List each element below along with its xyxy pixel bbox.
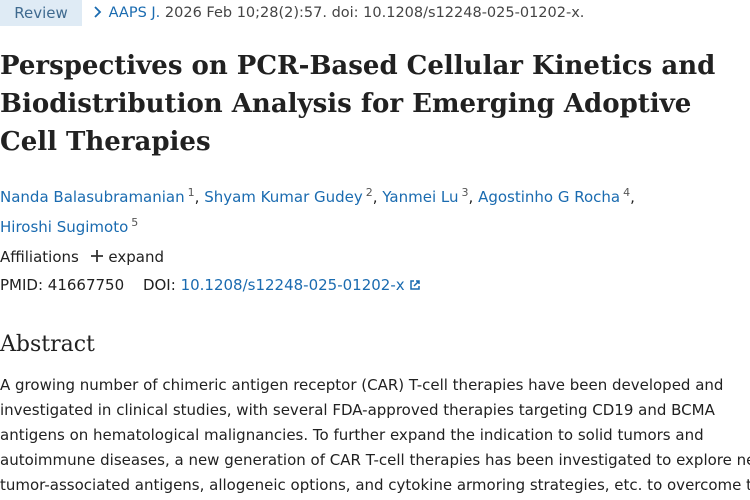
affiliation-number[interactable]: 4 xyxy=(623,186,631,199)
abstract-line: antigens on hematological malignancies. … xyxy=(0,426,704,444)
author-name[interactable]: Agostinho G Rocha xyxy=(478,188,621,206)
citation: AAPS J. 2026 Feb 10;28(2):57. doi: 10.12… xyxy=(92,0,584,26)
doi-link[interactable]: 10.1208/s12248-025-01202-x xyxy=(180,276,405,294)
journal-link[interactable]: AAPS J. xyxy=(108,5,161,21)
expand-label: expand xyxy=(108,248,164,266)
affiliation-number[interactable]: 1 xyxy=(187,186,195,199)
abstract-line: tumor-associated antigens, allogeneic op… xyxy=(0,476,750,494)
article-title: Perspectives on PCR-Based Cellular Kinet… xyxy=(0,51,716,157)
author-list: Nanda Balasubramanian 1, Shyam Kumar Gude… xyxy=(0,180,700,240)
article-type-badge: Review xyxy=(0,0,82,26)
doi-label: DOI: xyxy=(142,276,176,294)
expand-toggle[interactable]: expand xyxy=(90,248,164,266)
author: Nanda Balasubramanian 1, xyxy=(0,186,200,206)
author-separator: , xyxy=(468,188,474,206)
author-separator: , xyxy=(372,188,378,206)
abstract-line: autoimmune diseases, a new generation of… xyxy=(0,451,750,469)
abstract-line: A growing number of chimeric antigen rec… xyxy=(0,376,724,394)
author-separator: , xyxy=(194,188,200,206)
external-link-icon xyxy=(410,280,421,290)
author: Shyam Kumar Gudey 2, xyxy=(204,186,378,206)
affiliations-row: Affiliations expand xyxy=(0,245,164,269)
chevron-icon xyxy=(94,6,102,18)
affiliation-number[interactable]: 2 xyxy=(365,186,373,199)
identifiers-row: PMID: 41667750 DOI: 10.1208/s12248-025-0… xyxy=(0,273,421,297)
abstract-heading: Abstract xyxy=(0,332,95,357)
abstract-line: investigated in clinical studies, with s… xyxy=(0,401,715,419)
author: Yanmei Lu 3, xyxy=(382,186,474,206)
affiliations-label: Affiliations xyxy=(0,248,79,266)
author-name[interactable]: Nanda Balasubramanian xyxy=(0,188,185,206)
author: Hiroshi Sugimoto 5 xyxy=(0,216,139,236)
affiliation-number[interactable]: 3 xyxy=(461,186,469,199)
plus-icon xyxy=(90,250,103,262)
citation-text: 2026 Feb 10;28(2):57. doi: 10.1208/s1224… xyxy=(164,5,585,21)
affiliation-number[interactable]: 5 xyxy=(131,216,139,229)
pmid-value: 41667750 xyxy=(47,276,125,294)
author-name[interactable]: Shyam Kumar Gudey xyxy=(204,188,363,206)
author-separator: , xyxy=(630,188,635,206)
pmid-label: PMID: xyxy=(0,276,44,294)
author: Agostinho G Rocha 4, xyxy=(478,186,635,206)
author-name[interactable]: Hiroshi Sugimoto xyxy=(0,218,129,236)
author-name[interactable]: Yanmei Lu xyxy=(382,188,459,206)
